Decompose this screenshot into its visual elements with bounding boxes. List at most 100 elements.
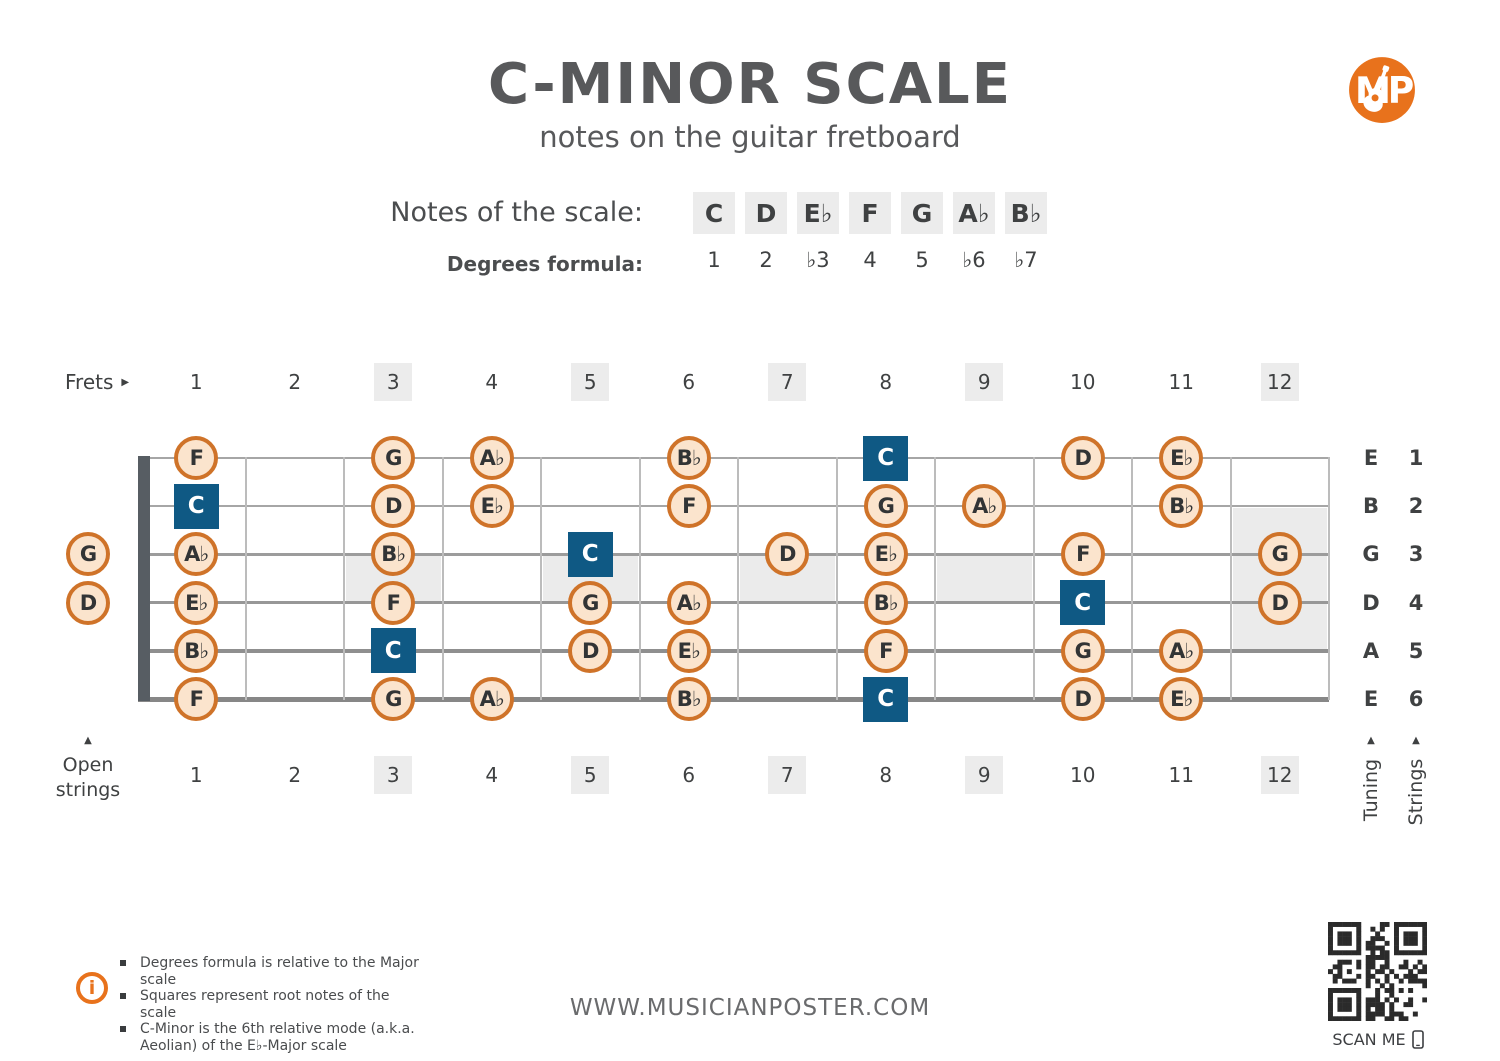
note-Ab-string4-fret6: A♭ xyxy=(666,580,711,625)
fret-number-bottom-1: 1 xyxy=(189,763,203,787)
open-note-D: D xyxy=(66,580,110,625)
tuning-axis-label: Tuning xyxy=(1360,758,1382,822)
footnote-text: Squares represent root notes of the scal… xyxy=(140,988,390,1021)
fret-number-top-3: 3 xyxy=(386,370,400,394)
notes-of-scale-label: Notes of the scale: xyxy=(390,197,643,228)
scale-note-chip-G: G xyxy=(901,192,943,234)
tuning-letter-E-1: E xyxy=(1363,446,1379,470)
musician-poster-logo: MP xyxy=(1348,56,1416,124)
note-G-string1-fret3: G xyxy=(371,436,416,480)
scale-degree-3: ♭3 xyxy=(806,248,830,272)
string-line-3 xyxy=(138,552,1329,556)
root-note-C-string3-fret5: C xyxy=(567,531,613,577)
scale-degrees-row: 1 2 ♭3 4 5 ♭6 ♭7 xyxy=(693,248,1047,272)
fret-wire-9 xyxy=(1032,457,1035,700)
fret-wire-2 xyxy=(343,457,345,700)
scale-degree-5: 5 xyxy=(915,248,929,272)
qr-code xyxy=(1328,922,1428,1022)
string-line-2 xyxy=(138,505,1329,508)
root-note-C-string4-fret10: C xyxy=(1060,580,1106,626)
scale-degree-2: 2 xyxy=(759,248,773,272)
open-note-G: G xyxy=(66,532,110,577)
up-arrow-icon: ▲ xyxy=(1367,735,1375,746)
bullet-square-icon xyxy=(120,993,126,999)
note-D-string1-fret10: D xyxy=(1060,436,1105,480)
fret-number-top-12: 12 xyxy=(1267,370,1293,394)
string-number-3: 3 xyxy=(1408,542,1424,567)
fret-number-bottom-9: 9 xyxy=(977,763,991,787)
scale-degree-7: ♭7 xyxy=(1014,248,1038,272)
scale-note-chip-C: C xyxy=(693,192,735,234)
fret-number-chip-bottom-3 xyxy=(374,756,413,794)
note-F-string6-fret1: F xyxy=(174,677,219,721)
note-G-string3-fret12: G xyxy=(1257,532,1302,577)
string-number-2: 2 xyxy=(1408,494,1424,519)
fret-number-chip-bottom-9 xyxy=(965,756,1004,794)
root-note-C-string5-fret3: C xyxy=(370,628,416,674)
logo-icon: MP xyxy=(1349,57,1416,123)
fret-wire-12 xyxy=(1328,457,1330,700)
fret-wire-1 xyxy=(244,457,247,700)
fret-wire-11 xyxy=(1229,457,1232,700)
scale-degree-6: ♭6 xyxy=(962,248,986,272)
fret-number-top-5: 5 xyxy=(583,370,597,394)
bullet-square-icon xyxy=(120,960,126,966)
fret-number-top-10: 10 xyxy=(1070,370,1096,394)
root-note-C-string2-fret1: C xyxy=(173,483,219,529)
string-number-5: 5 xyxy=(1408,638,1424,663)
note-Ab-string5-fret11: A♭ xyxy=(1159,628,1204,673)
note-Eb-string3-fret8: E♭ xyxy=(863,532,908,577)
fret-number-chip-top-5 xyxy=(571,363,610,401)
qr-code-image xyxy=(1328,922,1428,1022)
fret-number-chip-bottom-5 xyxy=(571,756,610,794)
fret-number-bottom-2: 2 xyxy=(288,763,302,787)
footnote-text: Degrees formula is relative to the Major… xyxy=(140,955,419,988)
string-number-1: 1 xyxy=(1408,446,1424,470)
string-line-6 xyxy=(138,696,1329,702)
footnote-item: Degrees formula is relative to the Major… xyxy=(118,955,428,988)
fret-number-top-11: 11 xyxy=(1168,370,1194,394)
string-line-4 xyxy=(138,601,1329,605)
nut xyxy=(138,456,150,701)
root-note-C-string1-fret8: C xyxy=(863,435,909,481)
fret-wire-3 xyxy=(441,457,444,700)
note-Bb-string2-fret11: B♭ xyxy=(1159,484,1204,529)
scale-note-chip-Ab: A♭ xyxy=(953,192,995,234)
note-G-string4-fret5: G xyxy=(568,580,613,625)
note-Eb-string6-fret11: E♭ xyxy=(1159,677,1204,721)
note-Eb-string2-fret4: E♭ xyxy=(469,484,514,529)
fret-number-bottom-12: 12 xyxy=(1267,763,1293,787)
fret-number-bottom-8: 8 xyxy=(879,763,893,787)
open-strings-label: Open xyxy=(62,754,114,776)
scale-note-chip-F: F xyxy=(849,192,891,234)
fret-number-top-8: 8 xyxy=(879,370,893,394)
tuning-letter-G-3: G xyxy=(1362,542,1380,567)
fret-wire-7 xyxy=(835,457,838,700)
note-Eb-string4-fret1: E♭ xyxy=(174,580,219,625)
fret-number-chip-top-7 xyxy=(768,363,807,401)
string-number-6: 6 xyxy=(1408,687,1424,711)
note-F-string5-fret8: F xyxy=(863,628,908,673)
tuning-letter-B-2: B xyxy=(1362,494,1379,519)
footnote-item: Squares represent root notes of the scal… xyxy=(118,988,428,1021)
note-G-string2-fret8: G xyxy=(863,484,908,529)
tuning-letter-E-6: E xyxy=(1363,687,1379,711)
frets-header: Frets ▶ xyxy=(65,370,129,394)
note-Ab-string3-fret1: A♭ xyxy=(174,532,219,577)
note-Bb-string5-fret1: B♭ xyxy=(174,628,219,673)
info-icon: i xyxy=(76,972,108,1004)
fret-number-bottom-7: 7 xyxy=(780,763,794,787)
page-title: C-MINOR SCALE xyxy=(488,52,1012,117)
note-D-string5-fret5: D xyxy=(568,628,613,673)
note-F-string4-fret3: F xyxy=(371,580,416,625)
note-Eb-string1-fret11: E♭ xyxy=(1159,436,1204,480)
note-F-string1-fret1: F xyxy=(174,436,219,480)
frets-label: Frets xyxy=(65,370,114,394)
fret-number-chip-top-12 xyxy=(1260,363,1299,401)
fret-marker-9 xyxy=(937,556,1032,601)
fret-marker-12 xyxy=(1232,508,1327,649)
fret-number-chip-bottom-12 xyxy=(1260,756,1299,794)
note-D-string6-fret10: D xyxy=(1060,677,1105,721)
footnotes: Degrees formula is relative to the Major… xyxy=(118,955,428,1054)
